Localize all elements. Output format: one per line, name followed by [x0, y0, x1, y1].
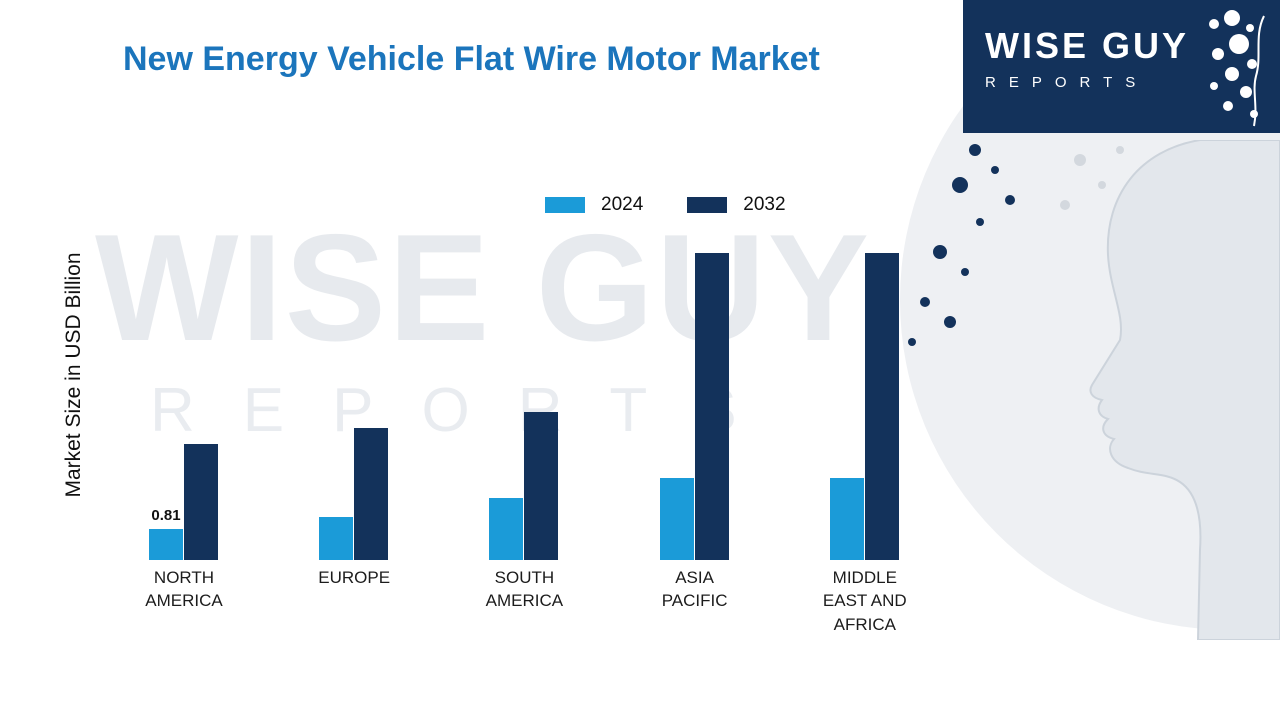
- category-label: NORTH AMERICA: [145, 568, 223, 611]
- bar-2032-middle-east-and-africa: [864, 253, 899, 560]
- watermark-subtitle: REPORTS: [150, 376, 785, 445]
- legend: 2024 2032: [545, 194, 786, 216]
- bar-2032-europe: [354, 428, 389, 560]
- brand-logo-wordmark: WISE GUY: [985, 25, 1190, 66]
- face-profile-graphic: [1089, 140, 1280, 640]
- category-label: EUROPE: [318, 568, 391, 587]
- brand-logo-face-icon: [1209, 10, 1265, 127]
- legend-item-2024: 2024: [545, 194, 643, 216]
- bar-2024-asia-pacific: [659, 478, 694, 560]
- bar-2024-middle-east-and-africa: [829, 478, 864, 560]
- bar-2032-south-america: [524, 412, 559, 560]
- data-label-2024: 0.81: [151, 506, 181, 524]
- brand-logo: WISE GUY REPORTS: [985, 25, 1190, 91]
- category-label: ASIA PACIFIC: [661, 568, 728, 611]
- bar-2032-asia-pacific: [694, 253, 729, 560]
- watermark-wordmark: WISE GUY: [95, 203, 872, 373]
- bar-2024-europe: [319, 517, 354, 560]
- decorative-dots: [908, 144, 1124, 346]
- legend-swatch-2024: [545, 197, 585, 213]
- category-label: MIDDLE EAST AND AFRICA: [822, 568, 907, 634]
- bar-2032-north-america: [184, 443, 218, 560]
- legend-swatch-2032: [687, 197, 728, 213]
- chart-title: New Energy Vehicle Flat Wire Motor Marke…: [123, 40, 820, 78]
- legend-label: 2032: [743, 194, 786, 215]
- legend-label: 2024: [601, 194, 644, 215]
- legend-item-2032: 2032: [687, 194, 786, 216]
- logo-band: WISE GUY REPORTS: [963, 0, 1280, 133]
- brand-logo-subtitle: REPORTS: [985, 74, 1149, 91]
- bar-2024-north-america: [149, 528, 183, 560]
- bar-2024-south-america: [489, 497, 524, 560]
- category-label: SOUTH AMERICA: [485, 568, 564, 611]
